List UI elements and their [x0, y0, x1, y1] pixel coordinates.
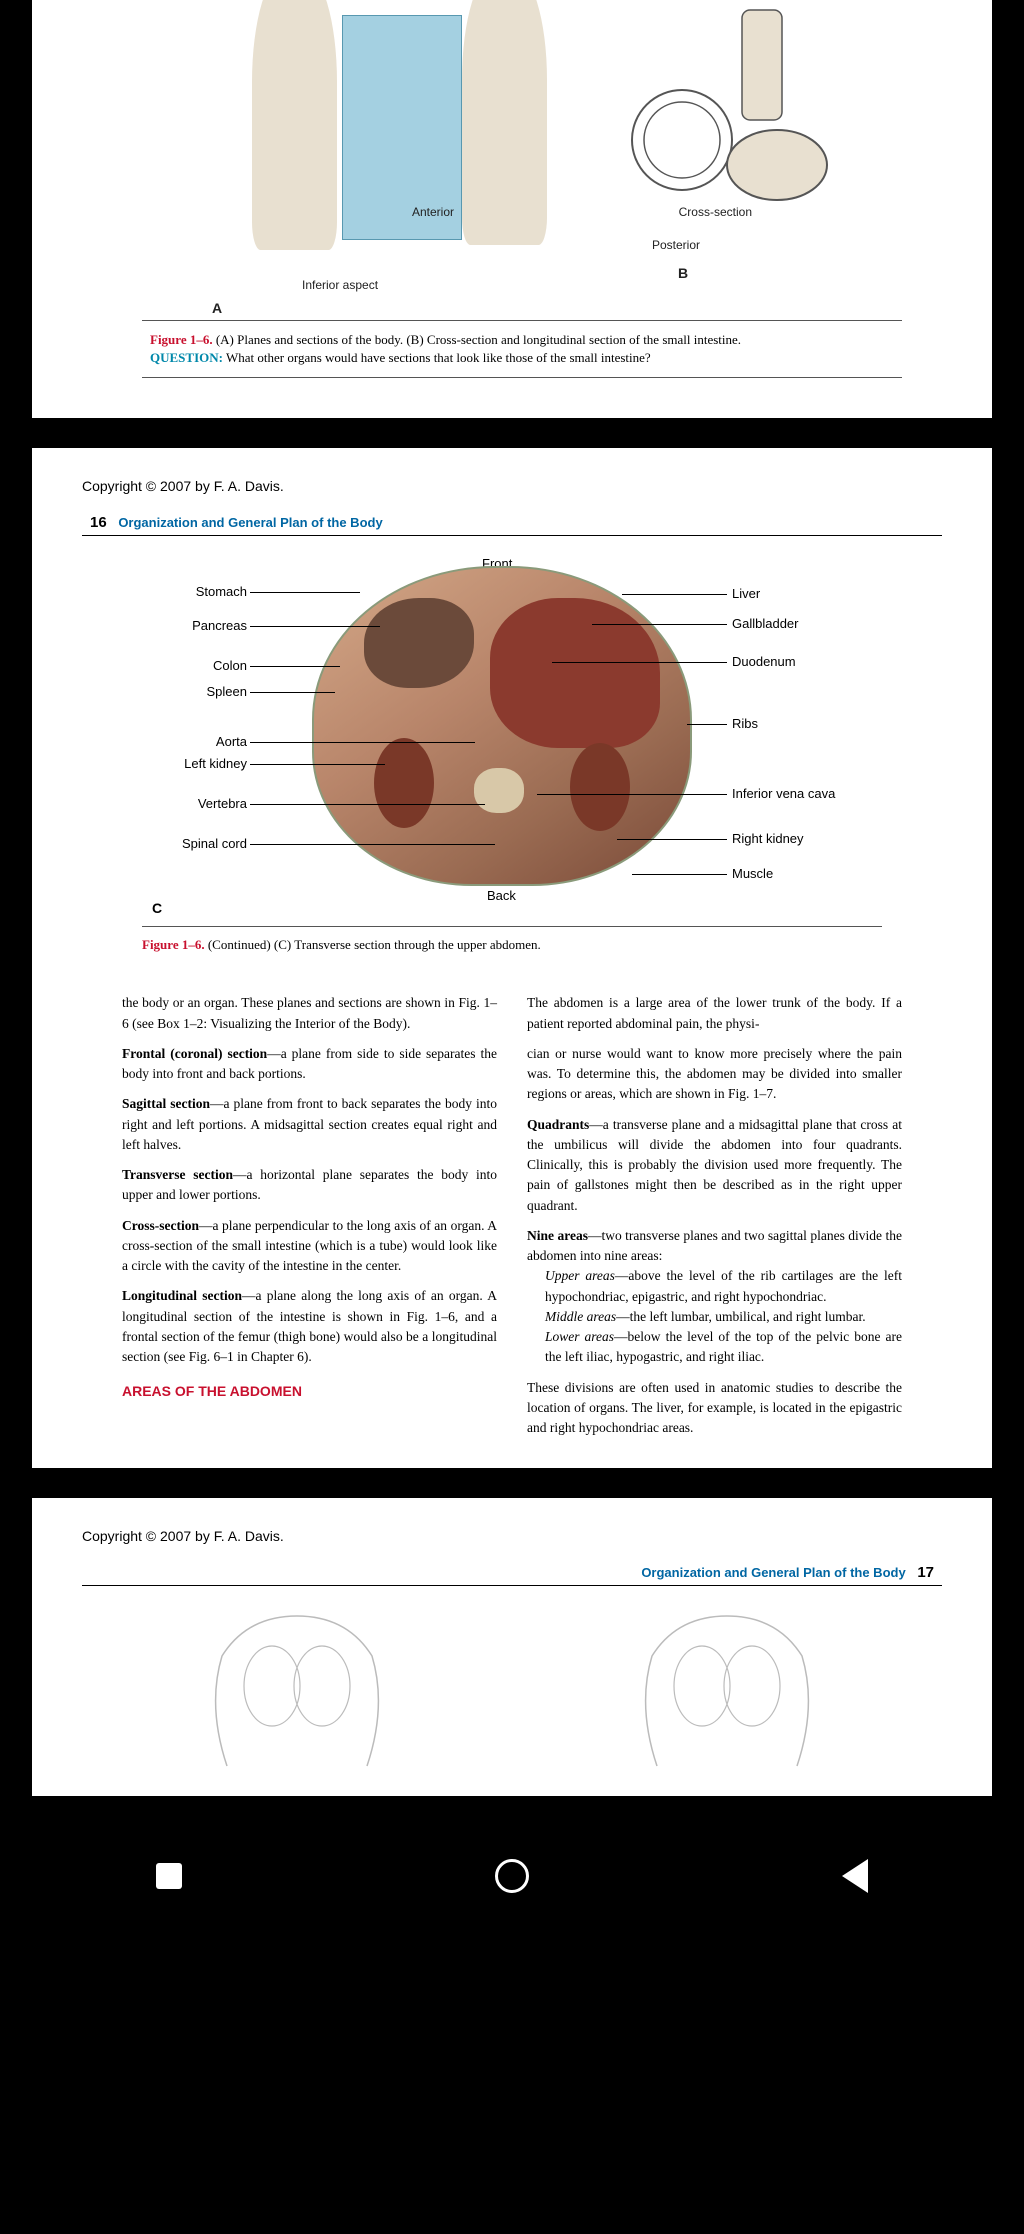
label-cross: Cross-section — [679, 205, 752, 219]
figure-1-6-c-caption: Figure 1–6. (Continued) (C) Transverse s… — [142, 926, 882, 963]
nav-home-icon[interactable] — [495, 1859, 529, 1893]
label-right-kidney: Right kidney — [732, 831, 804, 846]
def-longitudinal: Longitudinal section—a plane along the l… — [122, 1286, 497, 1367]
label-ribs: Ribs — [732, 716, 758, 731]
label-stomach: Stomach — [162, 584, 247, 599]
label-left-kidney: Left kidney — [142, 756, 247, 771]
organ-liver — [490, 598, 660, 748]
label-gallbladder: Gallbladder — [732, 616, 799, 631]
label-b: B — [678, 265, 688, 281]
label-back: Back — [487, 888, 516, 903]
caption-question-label: QUESTION: — [150, 350, 223, 365]
label-colon: Colon — [162, 658, 247, 673]
label-aorta: Aorta — [162, 734, 247, 749]
body-shape-1 — [252, 0, 337, 250]
torso-outline-right — [597, 1606, 857, 1776]
label-posterior: Posterior — [652, 238, 700, 252]
page-1: Anterior Posterior Cross-section Inferio… — [32, 0, 992, 418]
organ-vertebra — [474, 768, 524, 813]
android-nav-bar — [0, 1836, 1024, 1916]
page-3: Copyright © 2007 by F. A. Davis. Organiz… — [32, 1498, 992, 1796]
label-pancreas: Pancreas — [162, 618, 247, 633]
caption-fig-num: Figure 1–6. — [150, 332, 213, 347]
copyright-2: Copyright © 2007 by F. A. Davis. — [82, 478, 942, 494]
label-spinal-cord: Spinal cord — [142, 836, 247, 851]
organ-kidney-right — [570, 743, 630, 831]
caption-text: (A) Planes and sections of the body. (B)… — [216, 332, 741, 347]
figure-1-6-c: Front Back C Stomach Pancreas Colon Sple… — [142, 556, 882, 906]
label-a: A — [212, 300, 222, 316]
body-text: the body or an organ. These planes and s… — [122, 993, 902, 1438]
label-vertebra: Vertebra — [162, 796, 247, 811]
page-title-3: Organization and General Plan of the Bod… — [641, 1565, 905, 1580]
body-shape-2 — [462, 0, 547, 245]
label-ivc: Inferior vena cava — [732, 786, 835, 801]
def-sagittal: Sagittal section—a plane from front to b… — [122, 1094, 497, 1155]
caption-c-fig: Figure 1–6. — [142, 937, 205, 952]
label-c: C — [152, 900, 162, 916]
abdomen-cross-section — [312, 566, 692, 886]
label-muscle: Muscle — [732, 866, 773, 881]
label-liver: Liver — [732, 586, 760, 601]
page-num-3: 17 — [917, 1564, 934, 1581]
def-transverse: Transverse section—a horizontal plane se… — [122, 1165, 497, 1206]
page-num-2: 16 — [90, 514, 107, 531]
figure-1-6-caption: Figure 1–6. (A) Planes and sections of t… — [142, 320, 902, 378]
label-anterior: Anterior — [412, 205, 454, 219]
def-quadrants: Quadrants—a transverse plane and a midsa… — [527, 1115, 902, 1216]
caption-c-text: (Continued) (C) Transverse section throu… — [208, 937, 541, 952]
def-nine-areas: Nine areas—two transverse planes and two… — [527, 1226, 902, 1368]
organ-stomach — [364, 598, 474, 688]
nav-back-icon[interactable] — [842, 1859, 868, 1893]
page-title-2: Organization and General Plan of the Bod… — [118, 515, 382, 530]
para-intro: the body or an organ. These planes and s… — [122, 993, 497, 1034]
figure-1-7-partial — [82, 1606, 942, 1786]
copyright-3: Copyright © 2007 by F. A. Davis. — [82, 1528, 942, 1544]
figure-1-6-a-b: Anterior Posterior Cross-section Inferio… — [122, 10, 902, 310]
para-final: These divisions are often used in anatom… — [527, 1378, 902, 1439]
para-abdomen-2: cian or nurse would want to know more pr… — [527, 1044, 902, 1105]
organ-kidney-left — [374, 738, 434, 828]
torso-outline-left — [167, 1606, 427, 1776]
para-abdomen-1: The abdomen is a large area of the lower… — [527, 993, 902, 1034]
page-header-3: Organization and General Plan of the Bod… — [82, 1564, 942, 1586]
label-spleen: Spleen — [162, 684, 247, 699]
page-header-2: 16 Organization and General Plan of the … — [82, 514, 942, 536]
page-2: Copyright © 2007 by F. A. Davis. 16 Orga… — [32, 448, 992, 1468]
nav-recent-apps-icon[interactable] — [156, 1863, 182, 1889]
label-inferior: Inferior aspect — [302, 278, 378, 292]
label-duodenum: Duodenum — [732, 654, 796, 669]
def-frontal: Frontal (coronal) section—a plane from s… — [122, 1044, 497, 1085]
section-areas-abdomen: AREAS OF THE ABDOMEN — [122, 1381, 497, 1402]
caption-question-text: What other organs would have sections th… — [226, 350, 651, 365]
def-cross: Cross-section—a plane perpendicular to t… — [122, 1216, 497, 1277]
